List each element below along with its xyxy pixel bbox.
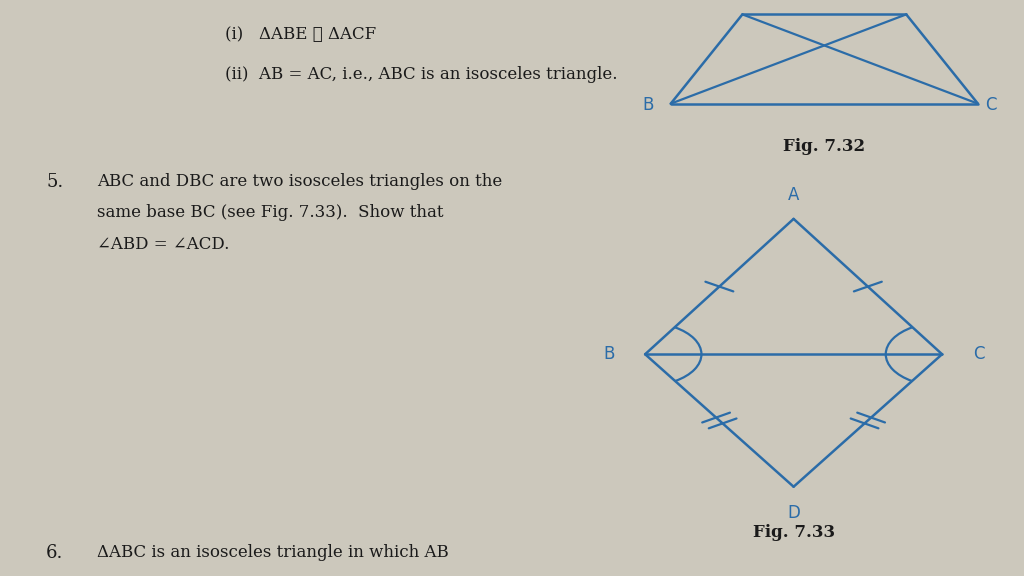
Text: (ii)  AB = AC, i.e., ABC is an isosceles triangle.: (ii) AB = AC, i.e., ABC is an isosceles … bbox=[225, 66, 617, 84]
Text: Fig. 7.32: Fig. 7.32 bbox=[783, 138, 865, 156]
Text: ΔABC is an isosceles triangle in which AB: ΔABC is an isosceles triangle in which A… bbox=[97, 544, 450, 562]
Text: (i)   ΔABE ≅ ΔACF: (i) ΔABE ≅ ΔACF bbox=[225, 26, 377, 43]
Text: ∠ABD = ∠ACD.: ∠ABD = ∠ACD. bbox=[97, 236, 229, 253]
Text: 6.: 6. bbox=[46, 544, 63, 562]
Text: A: A bbox=[787, 187, 800, 204]
Text: D: D bbox=[787, 504, 800, 522]
Text: B: B bbox=[603, 345, 614, 363]
Text: 5.: 5. bbox=[46, 173, 63, 191]
Text: same base BC (see Fig. 7.33).  Show that: same base BC (see Fig. 7.33). Show that bbox=[97, 204, 443, 222]
Text: B: B bbox=[642, 96, 653, 115]
Text: Fig. 7.33: Fig. 7.33 bbox=[753, 524, 835, 541]
Text: C: C bbox=[985, 96, 996, 115]
Text: C: C bbox=[973, 345, 984, 363]
Text: ABC and DBC are two isosceles triangles on the: ABC and DBC are two isosceles triangles … bbox=[97, 173, 503, 190]
